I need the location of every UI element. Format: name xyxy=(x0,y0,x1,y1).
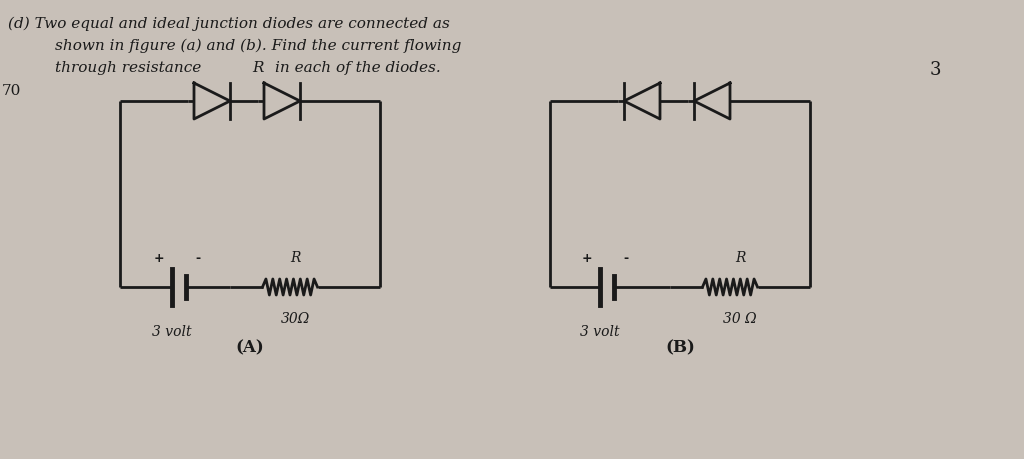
Text: in each of the diodes.: in each of the diodes. xyxy=(275,61,440,75)
Text: 3 volt: 3 volt xyxy=(153,325,191,339)
Text: R: R xyxy=(735,251,745,265)
Text: shown in figure (a) and (b). Find the current flowing: shown in figure (a) and (b). Find the cu… xyxy=(55,39,462,53)
Text: 3: 3 xyxy=(930,61,941,79)
Text: -: - xyxy=(624,252,629,265)
Text: (A): (A) xyxy=(236,339,264,356)
Text: (B): (B) xyxy=(665,339,695,356)
Text: 30 Ω: 30 Ω xyxy=(723,312,757,326)
Text: through resistance: through resistance xyxy=(55,61,206,75)
Text: 3 volt: 3 volt xyxy=(581,325,620,339)
Text: +: + xyxy=(582,252,592,265)
Text: -: - xyxy=(196,252,201,265)
Text: R: R xyxy=(252,61,263,75)
Text: 70: 70 xyxy=(2,84,22,98)
Text: R: R xyxy=(290,251,300,265)
Text: 30Ω: 30Ω xyxy=(281,312,309,326)
Text: (d) Two equal and ideal junction diodes are connected as: (d) Two equal and ideal junction diodes … xyxy=(8,17,450,31)
Text: +: + xyxy=(154,252,164,265)
